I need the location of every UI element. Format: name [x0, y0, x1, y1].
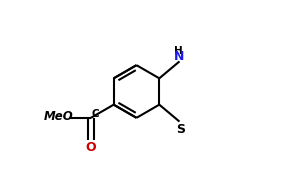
Text: N: N: [173, 50, 184, 63]
Text: O: O: [86, 141, 96, 154]
Text: H: H: [174, 46, 183, 56]
Text: MeO: MeO: [44, 110, 73, 123]
Text: S: S: [176, 123, 185, 136]
Text: C: C: [91, 109, 99, 119]
